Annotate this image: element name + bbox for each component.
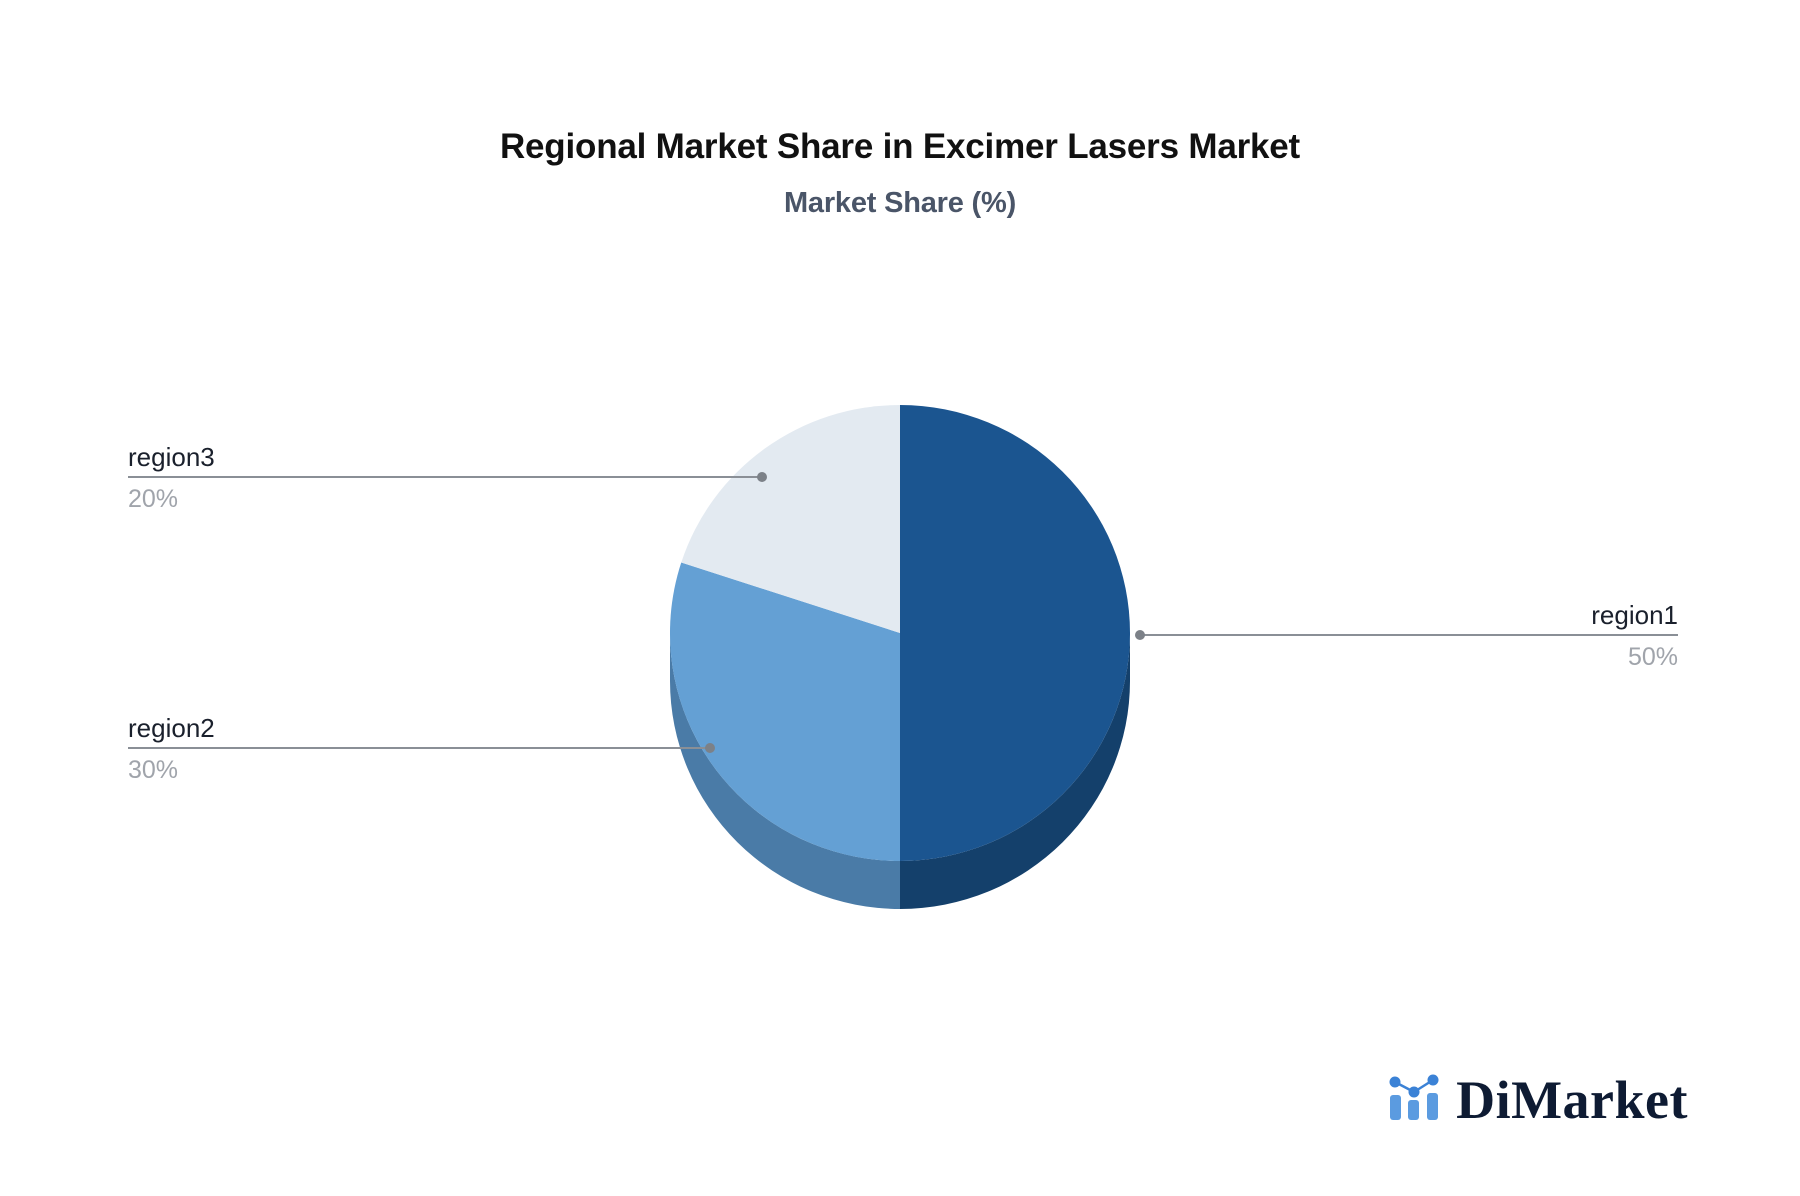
bar-chart-icon: [1386, 1071, 1442, 1128]
dimarket-logo: DiMarket: [1386, 1071, 1688, 1128]
pie-slice-region3: [681, 405, 900, 633]
pie-slice-region2: [670, 562, 900, 861]
pie-chart-svg: [670, 405, 1130, 909]
callout-region2: region2 30%: [128, 713, 215, 785]
callout-region1-value: 50%: [1627, 642, 1678, 671]
callout-region1: region1 50%: [1591, 600, 1678, 672]
callout-region1-label: region1: [1591, 600, 1678, 630]
logo-text: DiMarket: [1456, 1069, 1688, 1130]
callout-region3-label: region3: [128, 442, 215, 472]
pie-chart: [560, 348, 1240, 948]
chart-subtitle: Market Share (%): [783, 186, 1017, 219]
pie-slice-side-region1: [900, 633, 1130, 909]
title-block: Regional Market Share in Excimer Lasers …: [0, 127, 1800, 220]
callout-region3: region3 20%: [128, 442, 215, 514]
pie-slice-side-region2: [670, 633, 900, 909]
callout-region3-value: 20%: [128, 484, 179, 513]
callout-region2-value: 30%: [128, 755, 179, 784]
chart-title: Regional Market Share in Excimer Lasers …: [499, 127, 1301, 166]
callout-region2-label: region2: [128, 713, 215, 743]
pie-slice-region1: [900, 405, 1130, 861]
